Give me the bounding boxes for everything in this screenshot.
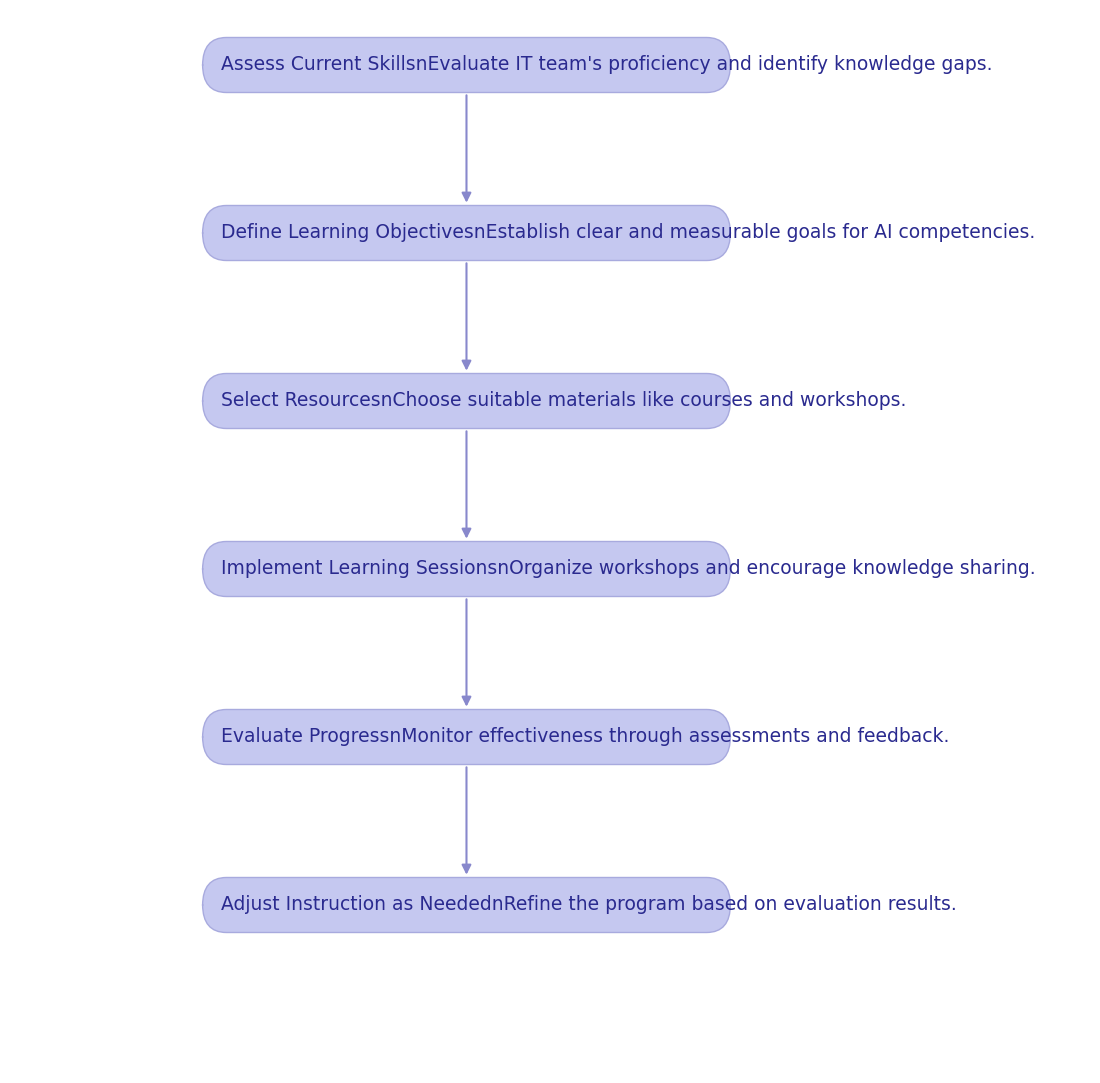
FancyBboxPatch shape xyxy=(202,877,730,932)
FancyBboxPatch shape xyxy=(202,38,730,92)
FancyBboxPatch shape xyxy=(202,709,730,765)
Text: Define Learning ObjectivesnEstablish clear and measurable goals for AI competenc: Define Learning ObjectivesnEstablish cle… xyxy=(221,223,1035,243)
FancyBboxPatch shape xyxy=(202,542,730,597)
FancyBboxPatch shape xyxy=(202,374,730,429)
Text: Adjust Instruction as NeedednRefine the program based on evaluation results.: Adjust Instruction as NeedednRefine the … xyxy=(221,896,957,914)
Text: Assess Current SkillsnEvaluate IT team's proficiency and identify knowledge gaps: Assess Current SkillsnEvaluate IT team's… xyxy=(221,55,993,75)
FancyBboxPatch shape xyxy=(202,206,730,261)
Text: Implement Learning SessionsnOrganize workshops and encourage knowledge sharing.: Implement Learning SessionsnOrganize wor… xyxy=(221,560,1036,578)
Text: Evaluate ProgressnMonitor effectiveness through assessments and feedback.: Evaluate ProgressnMonitor effectiveness … xyxy=(221,728,949,746)
Text: Select ResourcesnChoose suitable materials like courses and workshops.: Select ResourcesnChoose suitable materia… xyxy=(221,391,906,410)
